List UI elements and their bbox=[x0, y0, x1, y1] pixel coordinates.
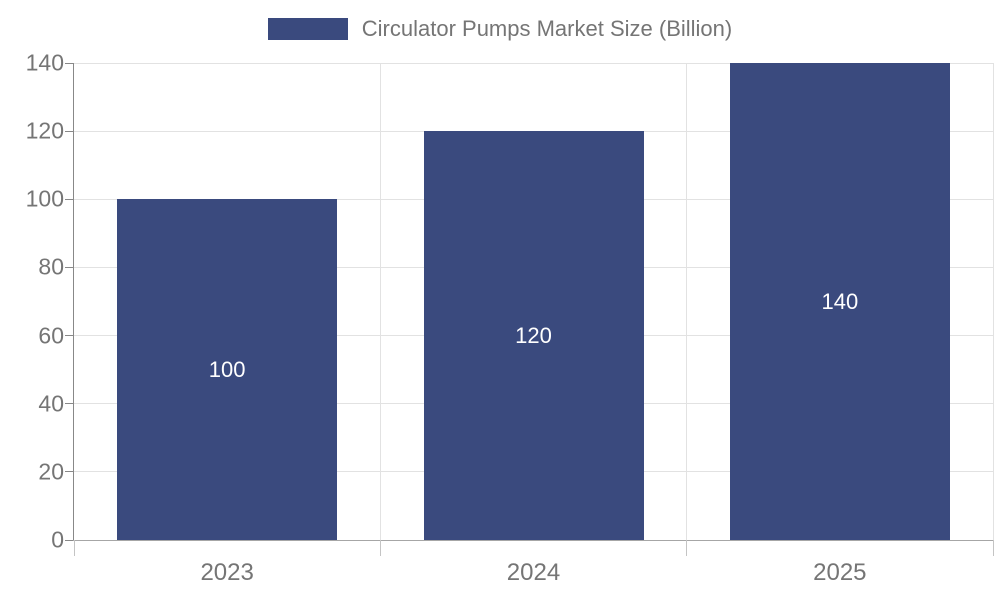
x-tick-mark bbox=[379, 540, 381, 556]
bar-value-label: 120 bbox=[515, 322, 552, 348]
x-category-label: 2024 bbox=[506, 559, 561, 586]
x-tick-mark bbox=[73, 540, 75, 556]
y-tick-label: 20 bbox=[38, 458, 64, 485]
bar-value-label: 140 bbox=[821, 288, 859, 314]
y-tick-mark bbox=[65, 471, 73, 473]
y-gridline bbox=[74, 62, 993, 64]
y-tick-label: 60 bbox=[38, 322, 64, 349]
legend-label: Circulator Pumps Market Size (Billion) bbox=[361, 16, 733, 41]
y-tick-mark bbox=[65, 62, 73, 64]
y-tick-label: 140 bbox=[25, 49, 64, 76]
y-tick-mark bbox=[65, 403, 73, 405]
y-tick-mark bbox=[65, 335, 73, 337]
y-tick-label: 80 bbox=[38, 253, 64, 280]
y-tick-mark bbox=[65, 198, 73, 200]
bar-2023: 100 bbox=[117, 199, 338, 540]
x-axis-line bbox=[73, 540, 993, 541]
x-category-label: 2025 bbox=[813, 559, 867, 586]
y-axis-labels: 0 20 40 60 80 100 120 140 bbox=[0, 50, 64, 553]
x-tick-mark bbox=[992, 540, 994, 556]
x-tick-mark bbox=[686, 540, 688, 556]
y-tick-label: 40 bbox=[38, 390, 64, 417]
legend-swatch-icon bbox=[267, 18, 348, 40]
y-gridline bbox=[74, 130, 993, 132]
chart-legend: Circulator Pumps Market Size (Billion) bbox=[0, 14, 1000, 44]
y-tick-label: 120 bbox=[25, 117, 64, 144]
x-gridline bbox=[686, 63, 688, 540]
y-tick-mark bbox=[65, 266, 73, 268]
x-category-label: 2023 bbox=[200, 559, 254, 586]
y-tick-label: 100 bbox=[25, 185, 64, 212]
y-tick-mark bbox=[65, 130, 73, 132]
y-axis-line bbox=[73, 63, 74, 540]
x-gridline bbox=[379, 63, 381, 540]
y-tick-mark bbox=[65, 539, 73, 541]
plot-right-border bbox=[992, 63, 994, 540]
y-tick-label: 0 bbox=[51, 526, 64, 553]
bar-2025: 140 bbox=[729, 63, 950, 540]
bar-value-label: 100 bbox=[208, 356, 246, 382]
plot-area: 100 2023 120 2024 140 2025 bbox=[65, 62, 994, 586]
bar-2024: 120 bbox=[423, 131, 644, 540]
